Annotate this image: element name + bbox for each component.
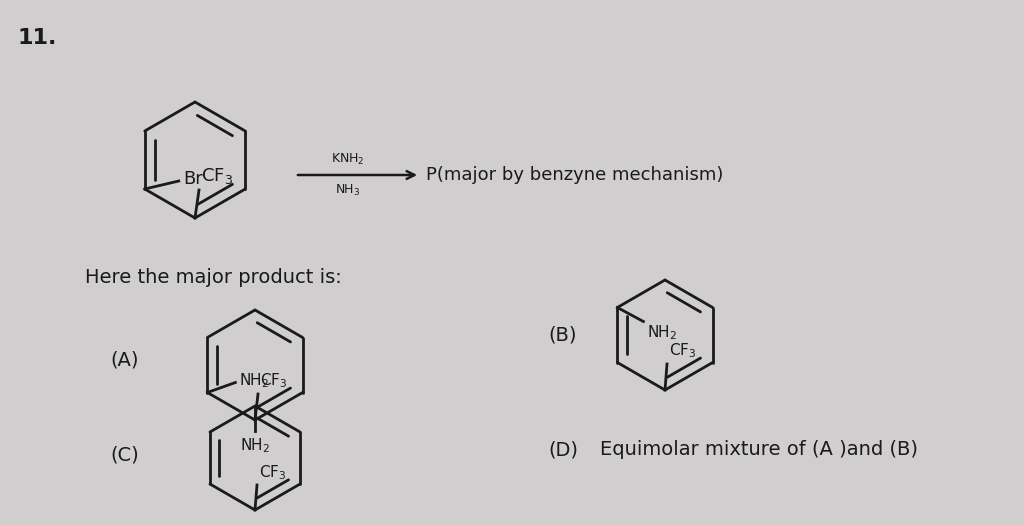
Text: (A): (A) (110, 351, 138, 370)
Text: (C): (C) (110, 446, 138, 465)
Text: Equimolar mixture of (A )and (B): Equimolar mixture of (A )and (B) (600, 440, 918, 459)
Text: CF$_3$: CF$_3$ (260, 371, 288, 390)
Text: NH$_2$: NH$_2$ (240, 371, 269, 390)
Text: (D): (D) (548, 440, 578, 459)
Text: 11.: 11. (18, 28, 57, 48)
Text: CF$_3$: CF$_3$ (669, 341, 696, 360)
Text: (B): (B) (548, 326, 577, 344)
Text: CF$_3$: CF$_3$ (259, 463, 287, 482)
Text: NH$_2$: NH$_2$ (240, 436, 270, 455)
Text: KNH$_2$: KNH$_2$ (331, 152, 365, 167)
Text: Here the major product is:: Here the major product is: (85, 268, 342, 287)
Text: CF$_3$: CF$_3$ (201, 166, 233, 186)
Text: NH$_3$: NH$_3$ (335, 183, 360, 198)
Text: NH$_2$: NH$_2$ (647, 323, 678, 342)
Text: Br: Br (182, 170, 203, 188)
Text: P(major by benzyne mechanism): P(major by benzyne mechanism) (426, 166, 723, 184)
